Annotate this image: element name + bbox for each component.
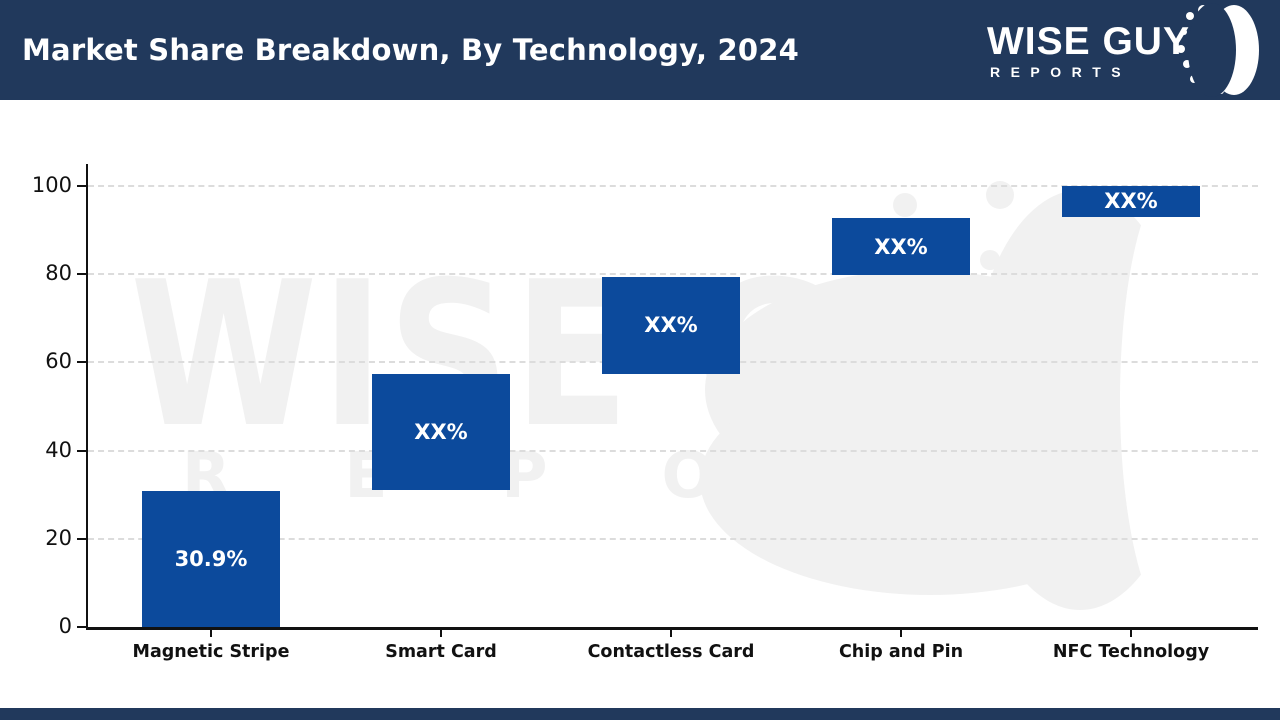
- y-axis-tickmark: [77, 449, 86, 452]
- x-axis-tickmark: [900, 630, 902, 637]
- y-axis-tickmark: [77, 361, 86, 364]
- x-axis-category-label: Magnetic Stripe: [132, 642, 290, 662]
- y-axis-tick-label: 40: [45, 437, 72, 462]
- y-axis-tickmark: [77, 273, 86, 276]
- bar-value-label: XX%: [644, 313, 698, 338]
- y-axis-line: [86, 164, 88, 630]
- bar-segment: XX%: [1062, 186, 1200, 217]
- logo-text: WISE GUY REPORTS: [987, 22, 1190, 79]
- header-bar: Market Share Breakdown, By Technology, 2…: [0, 0, 1280, 100]
- x-axis-tickmark: [210, 630, 212, 637]
- bar-segment: 30.9%: [142, 490, 280, 627]
- x-axis-tickmark: [670, 630, 672, 637]
- bar-segment: XX%: [832, 218, 970, 276]
- gridline-20: [88, 537, 1258, 540]
- gridline-40: [88, 449, 1258, 452]
- bar-segment: XX%: [602, 276, 740, 374]
- wiseguy-head-icon: [1177, 3, 1259, 97]
- y-axis-tick-label: 80: [45, 261, 72, 286]
- y-axis-tickmark: [77, 626, 86, 628]
- y-axis-tick-label: 0: [58, 614, 72, 638]
- y-axis-tick-label: 60: [45, 349, 72, 374]
- bar-value-label: XX%: [1104, 189, 1158, 214]
- wiseguy-logo: WISE GUY REPORTS: [987, 3, 1262, 97]
- y-axis-tickmark: [77, 185, 86, 187]
- bar-value-label: XX%: [874, 234, 928, 259]
- page-title: Market Share Breakdown, By Technology, 2…: [22, 33, 800, 67]
- x-axis-category-label: Chip and Pin: [838, 642, 964, 662]
- bar-segment: XX%: [372, 373, 510, 490]
- y-axis-tick-label: 100: [31, 173, 72, 197]
- x-axis-category-label: NFC Technology: [1052, 642, 1210, 662]
- logo-subtitle: REPORTS: [989, 63, 1132, 80]
- x-axis-line: [86, 627, 1258, 630]
- gridline-80: [88, 273, 1258, 276]
- x-axis-category-label: Contactless Card: [587, 642, 755, 662]
- x-axis-tickmark: [440, 630, 442, 637]
- y-axis-tick-label: 20: [45, 525, 72, 550]
- y-axis-tickmark: [77, 537, 86, 540]
- bar-value-label: XX%: [414, 419, 468, 444]
- x-axis-tickmark: [1130, 630, 1132, 637]
- gridline-100: [88, 185, 1258, 187]
- footer-bar: [0, 708, 1280, 720]
- x-axis-category-label: Smart Card: [385, 642, 497, 662]
- logo-wordmark: WISE GUY: [986, 19, 1190, 63]
- bar-value-label: 30.9%: [174, 546, 248, 571]
